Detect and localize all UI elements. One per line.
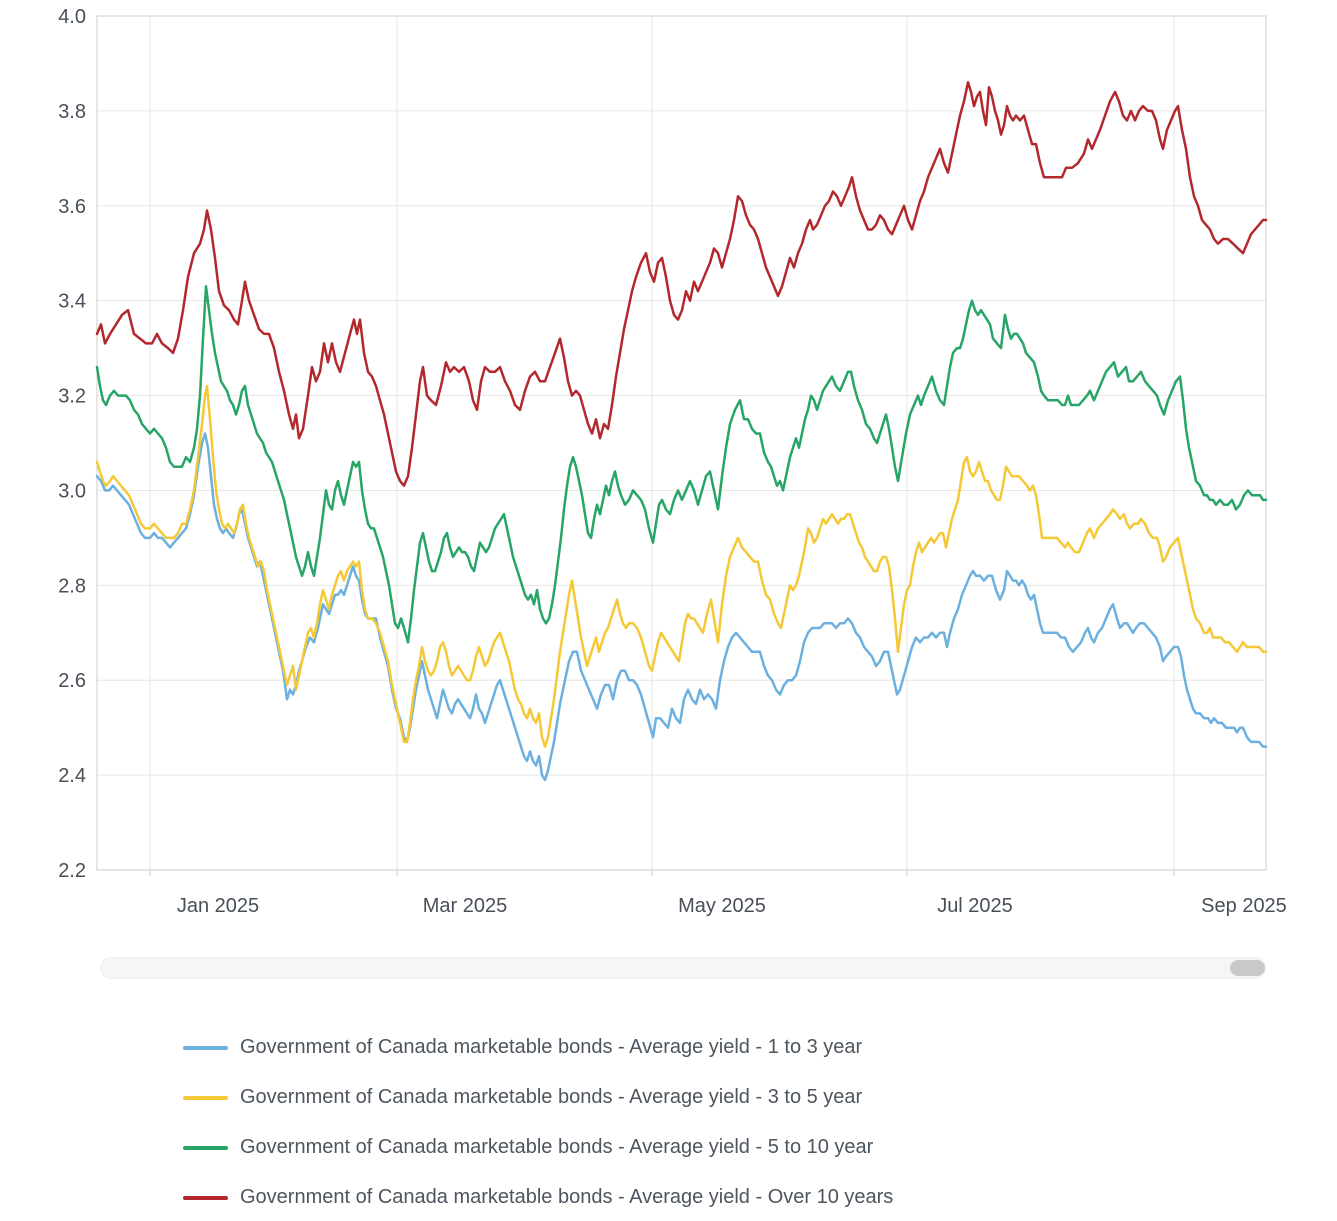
y-axis-tick-label: 3.0 [58, 480, 86, 502]
legend-item-label: Government of Canada marketable bonds - … [240, 1186, 894, 1208]
legend-item-over-10-years[interactable]: Government of Canada marketable bonds - … [183, 1186, 893, 1209]
y-axis-tick-label: 2.4 [58, 765, 86, 787]
series-swatch-5-to-10-year-icon [183, 1145, 228, 1150]
y-axis-tick-label: 3.6 [58, 196, 86, 218]
yield-line-chart: 2.2 2.4 2.6 2.8 3.0 3.2 3.4 3.6 3.8 4.0 Jan 2025 Ma… [58, 6, 1287, 917]
series-line [95, 384, 1268, 748]
series-swatch-3-to-5-year-icon [183, 1095, 228, 1100]
series-swatch-over-10-years-icon [183, 1195, 228, 1200]
chart-legend: Government of Canada marketable bonds - … [183, 1036, 893, 1221]
y-axis-tick-label: 2.8 [58, 575, 86, 597]
plot-area-border [96, 15, 1267, 871]
legend-item-label: Government of Canada marketable bonds - … [240, 1136, 874, 1158]
series-line [95, 285, 1268, 644]
legend-item-3-to-5-year[interactable]: Government of Canada marketable bonds - … [183, 1086, 893, 1109]
x-axis-tick-label: Jul 2025 [937, 895, 1013, 917]
series-line [95, 81, 1268, 487]
legend-item-label: Government of Canada marketable bonds - … [240, 1086, 863, 1108]
y-axis-tick-label: 3.4 [58, 291, 86, 313]
y-axis-tick-label: 2.2 [58, 860, 86, 882]
chart-navigator-scrollbar-track[interactable] [100, 957, 1266, 979]
y-axis-tick-label: 3.8 [58, 101, 86, 123]
x-axis-tick-label: Sep 2025 [1201, 895, 1287, 917]
legend-item-1-to-3-year[interactable]: Government of Canada marketable bonds - … [183, 1036, 893, 1059]
y-axis-tick-label: 2.6 [58, 670, 86, 692]
x-axis-tick-label: Jan 2025 [177, 895, 259, 917]
x-axis-tick-label: Mar 2025 [423, 895, 508, 917]
legend-item-label: Government of Canada marketable bonds - … [240, 1036, 863, 1058]
series-line [95, 432, 1268, 782]
y-axis-tick-label: 4.0 [58, 6, 86, 28]
y-axis-tick-label: 3.2 [58, 386, 86, 408]
series-swatch-1-to-3-year-icon [183, 1045, 228, 1050]
x-axis-tick-label: May 2025 [678, 895, 766, 917]
legend-item-5-to-10-year[interactable]: Government of Canada marketable bonds - … [183, 1136, 893, 1159]
chart-navigator-scrollbar-thumb[interactable] [1230, 960, 1265, 976]
